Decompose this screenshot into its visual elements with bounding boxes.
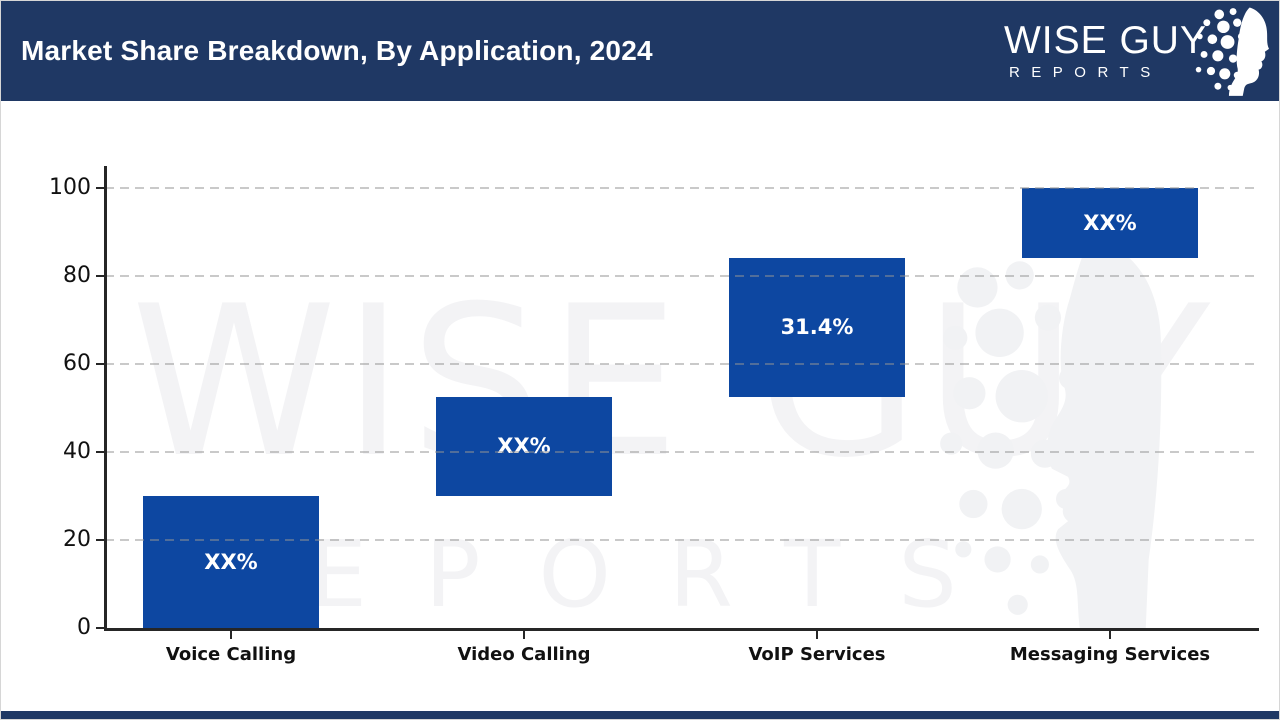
bar-value-label: XX% [1083,210,1137,235]
y-tick-label-20: 20 [63,527,91,552]
gridline-80 [105,275,1259,277]
y-tick-60 [96,363,105,365]
y-axis-line [104,166,107,631]
bar-messaging-services: XX% [1022,188,1198,259]
y-tick-label-80: 80 [63,263,91,288]
y-tick-label-40: 40 [63,439,91,464]
x-category-label: Voice Calling [165,644,297,665]
bar-voice-calling: XX% [143,496,319,628]
x-category-label: VoIP Services [748,644,886,665]
y-tick-label-0: 0 [77,615,91,640]
y-tick-40 [96,451,105,453]
gridline-40 [105,451,1259,453]
wiseguy-head-icon [1195,7,1269,96]
y-tick-0 [96,627,105,629]
y-tick-80 [96,275,105,277]
wiseguy-logo: WISE GUY REPORTS [1004,6,1269,96]
chart-title: Market Share Breakdown, By Application, … [21,35,653,66]
bar-value-label: 31.4% [780,314,854,339]
x-tick-0 [230,631,232,639]
x-tick-3 [1109,631,1111,639]
y-tick-100 [96,187,105,189]
x-category-label: Video Calling [457,644,591,665]
y-tick-label-100: 100 [49,175,91,200]
bar-video-calling: XX% [436,396,612,496]
x-tick-1 [523,631,525,639]
chart-plot-area: WISE GUY REPORTS 0 20 40 60 80 100 XX% Voice Ca… [1,101,1279,713]
logo-wordmark-line2: REPORTS [1008,64,1162,82]
footer-bar [1,711,1279,719]
header-bar: Market Share Breakdown, By Application, … [1,1,1279,101]
x-axis-line [104,628,1259,631]
gridline-100 [105,187,1259,189]
logo-wordmark: WISE GUY REPORTS [1003,18,1207,82]
logo-wordmark-line1: WISE GUY [1003,18,1207,62]
watermark-head-icon [940,239,1162,630]
x-tick-2 [816,631,818,639]
bar-value-label: XX% [497,433,551,458]
bar-value-label: XX% [204,549,258,574]
gridline-60 [105,363,1259,365]
x-category-label: Messaging Services [1009,644,1211,665]
y-tick-20 [96,539,105,541]
bar-voip-services: 31.4% [729,258,905,397]
y-tick-label-60: 60 [63,351,91,376]
gridline-20 [105,539,1259,541]
